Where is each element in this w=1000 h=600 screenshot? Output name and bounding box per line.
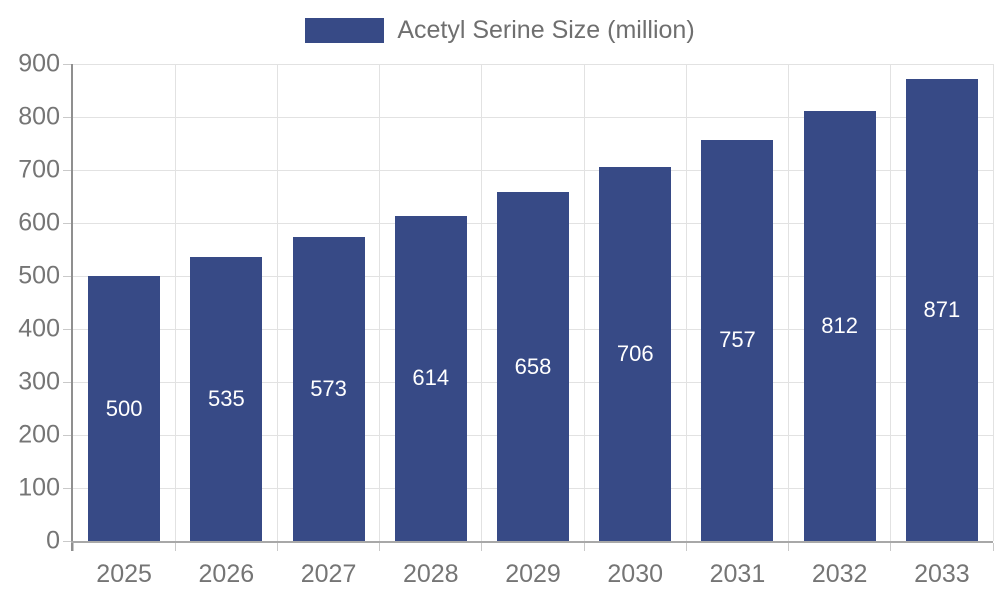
x-gridline (481, 64, 483, 541)
bar-2025[interactable] (88, 276, 161, 541)
bar-2028[interactable] (394, 215, 467, 541)
bar-value-label: 573 (310, 376, 347, 402)
x-gridline (890, 64, 892, 541)
x-gridline (685, 64, 687, 541)
y-axis-tick (63, 540, 73, 542)
x-tick-label: 2027 (300, 560, 357, 588)
x-axis-tick (992, 543, 994, 551)
legend-label: Acetyl Serine Size (million) (397, 16, 695, 44)
y-axis-tick (63, 434, 73, 436)
y-tick-label: 100 (18, 473, 60, 502)
y-axis-tick (63, 222, 73, 224)
legend-swatch (305, 17, 385, 43)
bar-2030[interactable] (599, 166, 672, 541)
y-tick-label: 800 (18, 102, 60, 131)
x-axis-tick (72, 543, 74, 551)
x-gridline (583, 64, 585, 541)
x-tick-label: 2026 (198, 560, 255, 588)
x-axis-tick (583, 543, 585, 551)
x-tick-label: 2031 (709, 560, 766, 588)
y-axis-tick (63, 328, 73, 330)
bar-value-label: 871 (923, 297, 961, 323)
x-gridline (788, 64, 790, 541)
y-gridline (73, 63, 993, 65)
bar-2031[interactable] (701, 139, 774, 541)
x-axis-tick (481, 543, 483, 551)
y-axis-line (71, 64, 73, 551)
bar-2027[interactable] (292, 237, 365, 541)
bar-2026[interactable] (190, 257, 263, 541)
x-axis-tick (276, 543, 278, 551)
bar-2029[interactable] (497, 192, 569, 541)
y-axis-tick (63, 63, 73, 65)
bar-value-label: 500 (105, 395, 143, 421)
x-tick-label: 2030 (607, 560, 664, 588)
bar-value-label: 535 (207, 386, 245, 412)
x-gridline (276, 64, 278, 541)
y-tick-label: 900 (18, 49, 60, 78)
x-gridline (379, 64, 381, 541)
x-axis-tick (890, 543, 892, 551)
x-axis-tick (174, 543, 176, 551)
x-axis-tick (379, 543, 381, 551)
y-tick-label: 300 (18, 367, 60, 396)
x-tick-label: 2033 (914, 560, 970, 588)
y-tick-label: 500 (18, 261, 60, 290)
bar-2032[interactable] (803, 110, 876, 541)
bar-value-label: 812 (821, 312, 859, 338)
x-tick-label: 2028 (402, 560, 459, 588)
y-tick-label: 600 (18, 208, 60, 237)
y-axis-tick (63, 487, 73, 489)
y-axis-tick (63, 169, 73, 171)
y-tick-label: 0 (46, 526, 60, 555)
y-gridline (73, 169, 993, 171)
y-gridline (73, 116, 993, 118)
x-tick-label: 2025 (96, 560, 152, 588)
x-tick-label: 2032 (811, 560, 868, 588)
y-tick-label: 200 (18, 420, 60, 449)
bar-value-label: 658 (514, 353, 552, 379)
x-gridline (174, 64, 176, 541)
x-axis-tick (685, 543, 687, 551)
y-tick-label: 700 (18, 155, 60, 184)
x-tick-label: 2029 (505, 560, 561, 588)
x-gridline (992, 64, 994, 541)
x-axis-tick (788, 543, 790, 551)
bar-value-label: 757 (719, 327, 756, 353)
y-axis-tick (63, 275, 73, 277)
bar-value-label: 706 (616, 340, 654, 366)
y-axis-tick (63, 381, 73, 383)
bar-value-label: 614 (412, 365, 450, 391)
legend[interactable]: Acetyl Serine Size (million) (0, 17, 1000, 43)
bar-2033[interactable] (905, 79, 978, 541)
y-axis-tick (63, 116, 73, 118)
y-tick-label: 400 (18, 314, 60, 343)
x-axis-line (71, 541, 993, 543)
